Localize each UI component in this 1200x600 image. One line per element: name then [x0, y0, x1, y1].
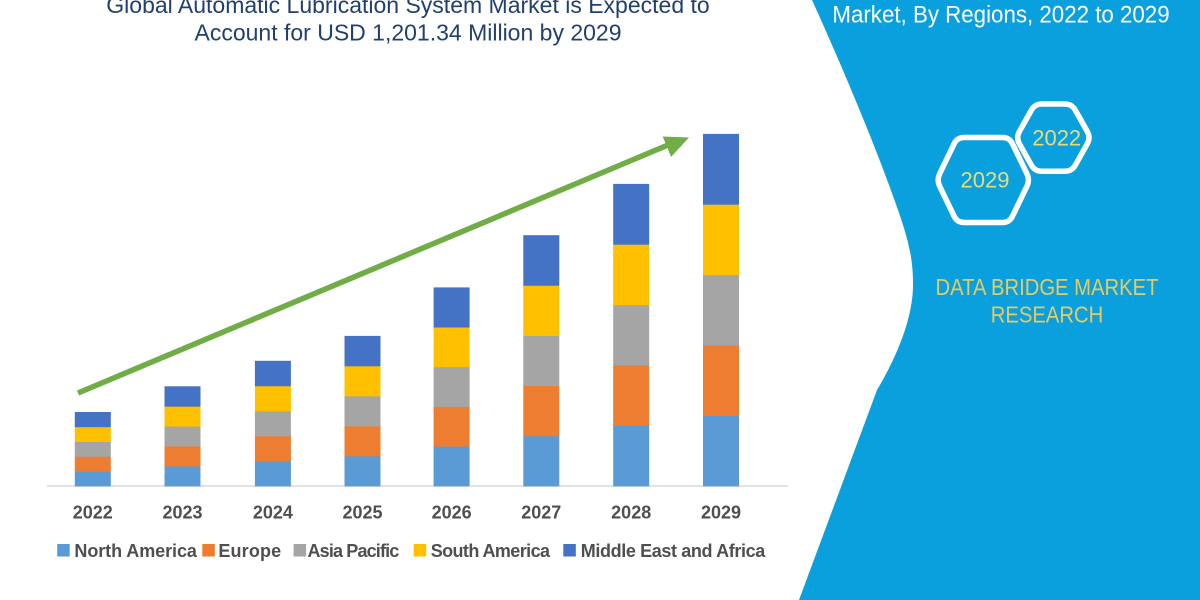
- svg-text:2028: 2028: [611, 502, 651, 522]
- svg-text:DATA BRIDGE MARKET: DATA BRIDGE MARKET: [936, 274, 1159, 301]
- svg-text:2026: 2026: [432, 502, 472, 522]
- svg-text:2027: 2027: [521, 502, 561, 522]
- svg-text:2023: 2023: [162, 502, 202, 522]
- svg-text:Europe: Europe: [218, 541, 281, 561]
- svg-text:2024: 2024: [253, 502, 293, 522]
- svg-text:South America: South America: [431, 541, 551, 561]
- svg-text:Global Automatic Lubrication S: Global Automatic Lubrication System Mark…: [106, 0, 709, 18]
- svg-text:2025: 2025: [342, 502, 382, 522]
- svg-text:Asia Pacific: Asia Pacific: [308, 541, 400, 561]
- svg-text:Middle East and Africa: Middle East and Africa: [581, 541, 767, 561]
- svg-text:Market, By Regions, 2022 to 20: Market, By Regions, 2022 to 2029: [832, 1, 1169, 28]
- svg-text:RESEARCH: RESEARCH: [991, 301, 1103, 328]
- svg-text:2022: 2022: [73, 502, 113, 522]
- svg-text:North America: North America: [74, 541, 197, 561]
- svg-text:2029: 2029: [701, 502, 741, 522]
- svg-text:2022: 2022: [1032, 125, 1081, 150]
- svg-text:Account for USD 1,201.34 Milli: Account for USD 1,201.34 Million by 2029: [194, 20, 621, 46]
- svg-text:2029: 2029: [961, 168, 1010, 193]
